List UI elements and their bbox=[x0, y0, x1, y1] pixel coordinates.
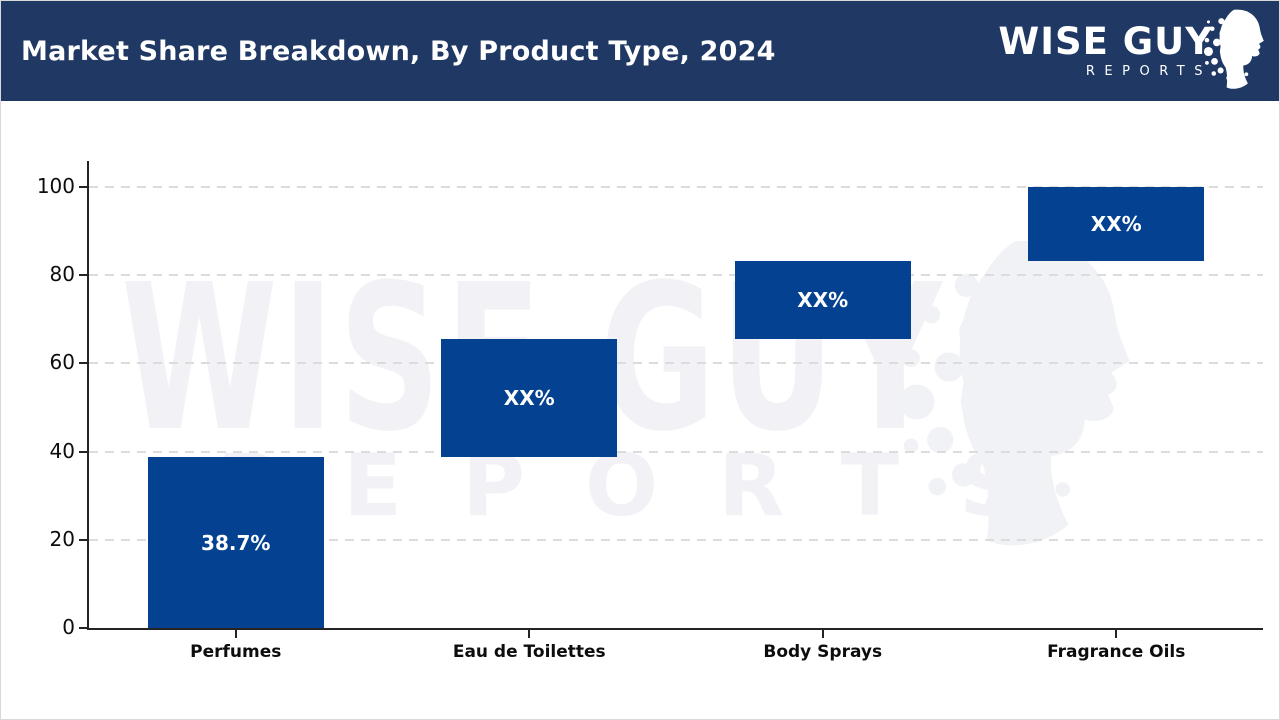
x-tickmark-2 bbox=[821, 630, 824, 638]
bar-perfumes: 38.7% bbox=[147, 457, 324, 628]
y-tick-label-60: 60 bbox=[49, 350, 75, 375]
bar-value-label: 38.7% bbox=[201, 530, 271, 555]
watermark-text-2: REPORTS bbox=[217, 436, 1082, 536]
bar-eau-de-toilettes: XX% bbox=[441, 339, 618, 458]
bar-value-label: XX% bbox=[1090, 212, 1142, 237]
gridline-100 bbox=[89, 186, 1263, 188]
header: Market Share Breakdown, By Product Type,… bbox=[1, 1, 1279, 101]
bar-fragrance-oils: XX% bbox=[1028, 187, 1205, 262]
y-tickmark-80 bbox=[79, 274, 89, 277]
y-tickmark-0 bbox=[79, 627, 89, 629]
gridline-80 bbox=[89, 274, 1263, 277]
chart-area: WISE GUY REPORTS 0 20 40 60 80 100 38.7% Perfum… bbox=[1, 101, 1279, 719]
bar-value-label: XX% bbox=[503, 386, 555, 411]
y-tickmark-100 bbox=[79, 186, 89, 188]
y-tick-label-20: 20 bbox=[49, 526, 75, 551]
y-tickmark-60 bbox=[79, 362, 89, 365]
bar-value-label: XX% bbox=[797, 288, 849, 313]
x-category-label-1: Eau de Toilettes bbox=[452, 642, 606, 662]
x-tickmark-1 bbox=[528, 630, 531, 638]
y-axis-line bbox=[87, 161, 89, 630]
brand-logo-text: WISE GUY REPORTS bbox=[998, 23, 1213, 79]
y-tick-label-80: 80 bbox=[49, 262, 75, 287]
x-category-label-2: Body Sprays bbox=[763, 642, 883, 662]
x-category-label-0: Perfumes bbox=[190, 642, 282, 662]
x-axis-line bbox=[87, 628, 1263, 630]
brand-name: WISE GUY bbox=[998, 20, 1213, 63]
x-tickmark-0 bbox=[234, 630, 237, 638]
waterfall-chart: 0 20 40 60 80 100 38.7% Perfumes XX% Eau de Toile… bbox=[1, 101, 1279, 719]
brand-logo: WISE GUY REPORTS bbox=[998, 6, 1273, 97]
gridline-20 bbox=[89, 538, 1263, 541]
y-tickmark-40 bbox=[79, 450, 89, 453]
y-tickmark-20 bbox=[79, 538, 89, 541]
y-tick-label-40: 40 bbox=[49, 438, 75, 463]
x-tickmark-3 bbox=[1115, 630, 1118, 638]
x-category-label-3: Fragrance Oils bbox=[1047, 642, 1186, 662]
brand-subtitle: REPORTS bbox=[1085, 64, 1212, 79]
y-tick-label-0: 0 bbox=[62, 615, 75, 639]
gridline-40 bbox=[89, 450, 1263, 453]
bar-body-sprays: XX% bbox=[734, 261, 911, 340]
page-title: Market Share Breakdown, By Product Type,… bbox=[21, 35, 776, 67]
y-tick-label-100: 100 bbox=[36, 174, 75, 198]
gridline-60 bbox=[89, 362, 1263, 365]
